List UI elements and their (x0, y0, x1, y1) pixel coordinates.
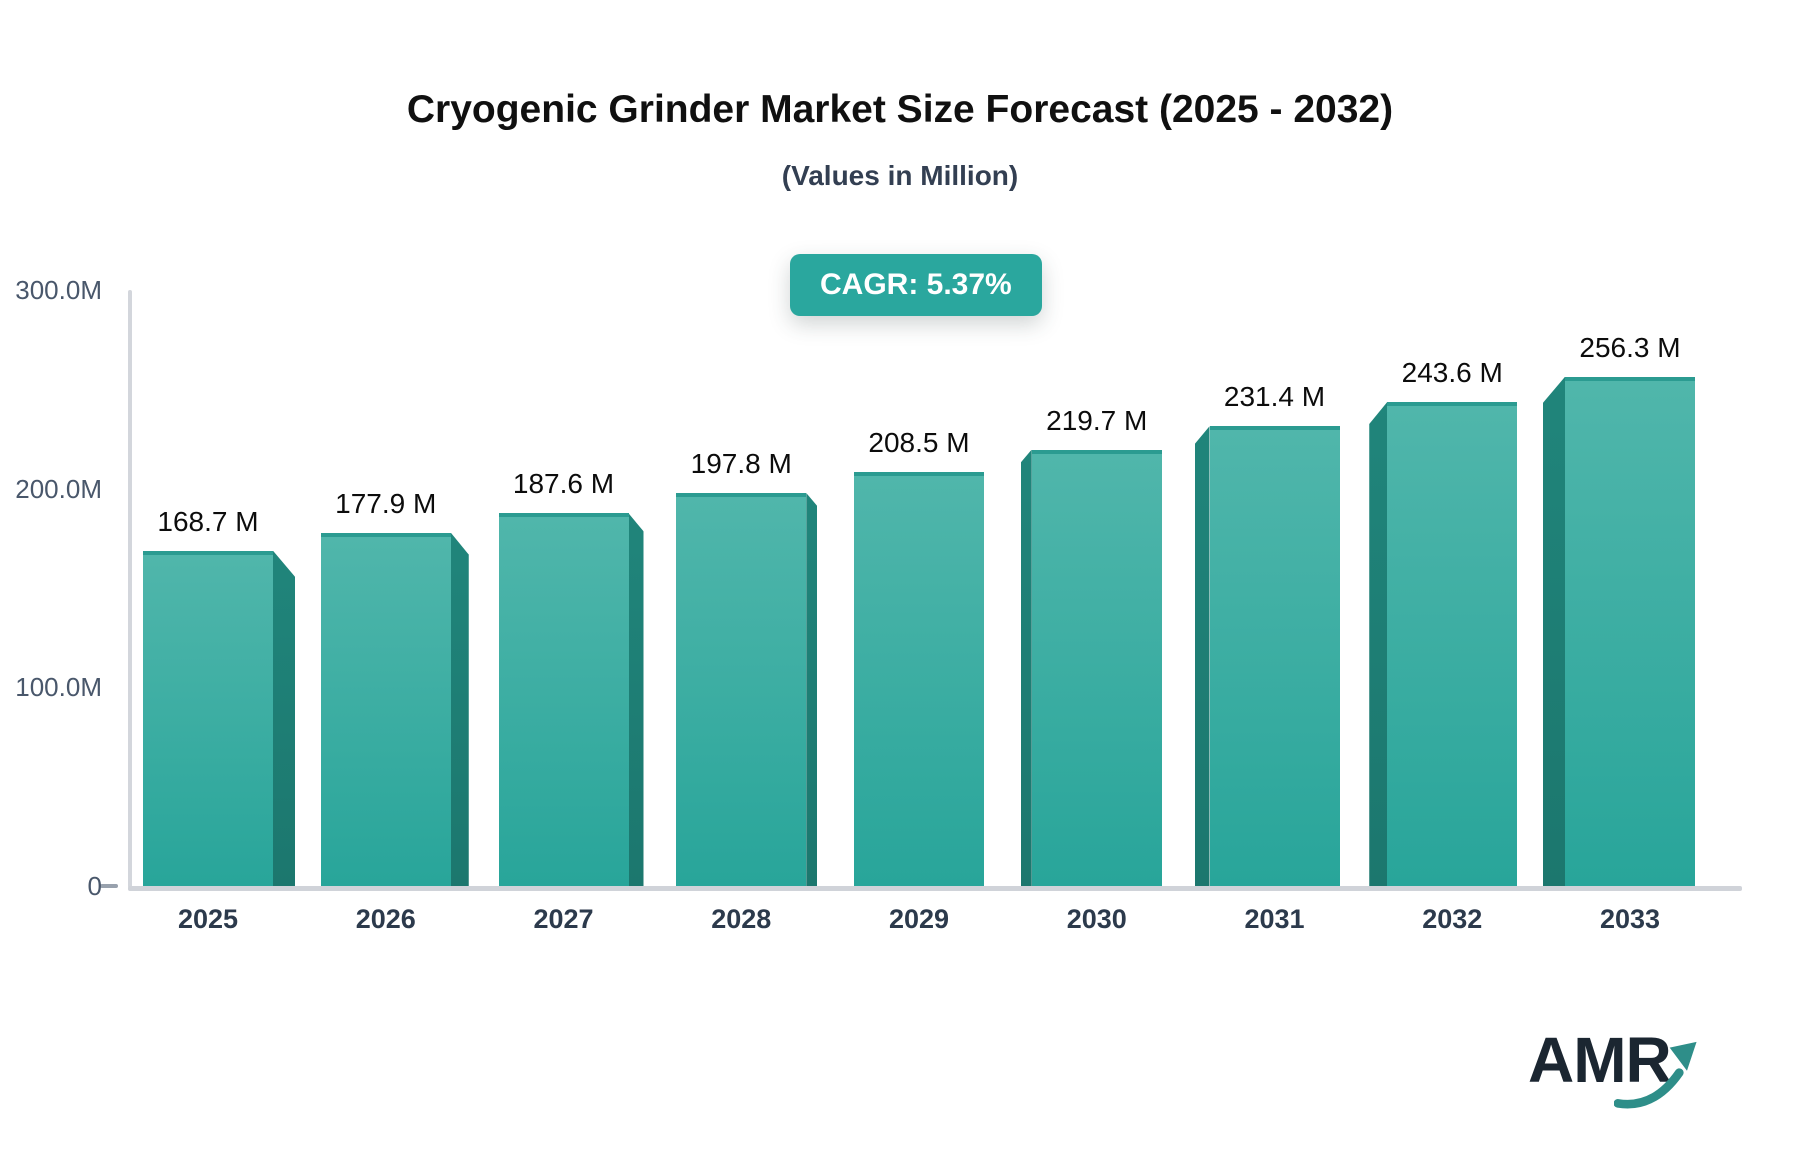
bar-2029 (854, 471, 984, 886)
y-tick-label: 0 (87, 871, 102, 901)
x-tick-label: 2032 (1422, 904, 1483, 934)
x-tick-label: 2033 (1599, 904, 1661, 934)
y-tick-label: 300.0M (15, 275, 102, 305)
x-tick-label: 2030 (1066, 904, 1127, 934)
bar-2030 (1031, 449, 1162, 886)
bar-side-2026 (450, 532, 469, 886)
bar-side-2032 (1369, 402, 1388, 886)
bar-value-label: 168.7 M (157, 505, 259, 537)
bar-value-label: 187.6 M (512, 468, 615, 500)
x-tick-label: 2026 (355, 904, 416, 934)
bar-2032 (1387, 402, 1518, 886)
chart-subtitle: (Values in Million) (781, 160, 1019, 191)
bar-2028 (676, 493, 807, 886)
y-tick-label: 100.0M (15, 672, 102, 703)
bar-value-label: 243.6 M (1401, 357, 1503, 388)
y-axis-line (128, 290, 132, 888)
x-tick-label: 2031 (1244, 904, 1305, 934)
bar-2026 (320, 532, 451, 886)
x-tick-label: 2025 (177, 904, 239, 934)
x-tick-label: 2027 (533, 904, 594, 934)
bar-value-label: 256.3 M (1579, 331, 1681, 363)
amr-logo: AMR (1528, 1028, 1728, 1118)
growth-arrow-head (1669, 1041, 1697, 1071)
bar-side-2030 (1020, 449, 1032, 886)
growth-arrow-tail (1614, 1068, 1684, 1109)
bar-side-2028 (806, 493, 818, 886)
bar-value-label: 231.4 M (1223, 381, 1326, 413)
y-tick-label: 200.0M (15, 473, 102, 504)
x-axis-line (128, 886, 1742, 891)
bar-side-2031 (1194, 426, 1210, 886)
x-tick-label: 2028 (711, 904, 772, 934)
bar-2027 (498, 513, 629, 886)
bar-value-label: 177.9 M (335, 487, 437, 519)
zero-tick-dash (100, 884, 118, 888)
cagr-badge: CAGR: 5.37% (790, 254, 1042, 316)
bar-value-label: 219.7 M (1046, 404, 1148, 436)
bar-2031 (1209, 426, 1340, 886)
x-tick-label: 2029 (888, 904, 950, 934)
chart-title: Cryogenic Grinder Market Size Forecast (… (406, 88, 1394, 131)
bar-side-2027 (628, 513, 644, 886)
bar-2025 (143, 550, 273, 886)
bar-value-label: 197.8 M (690, 448, 792, 479)
growth-arrow-icon (1614, 1041, 1697, 1109)
amr-logo-text: AMR (1528, 1024, 1672, 1096)
bar-side-2033 (1543, 376, 1565, 886)
bar-value-label: 208.5 M (868, 426, 970, 458)
bar-side-2025 (273, 550, 295, 886)
bar-2033 (1565, 376, 1695, 886)
